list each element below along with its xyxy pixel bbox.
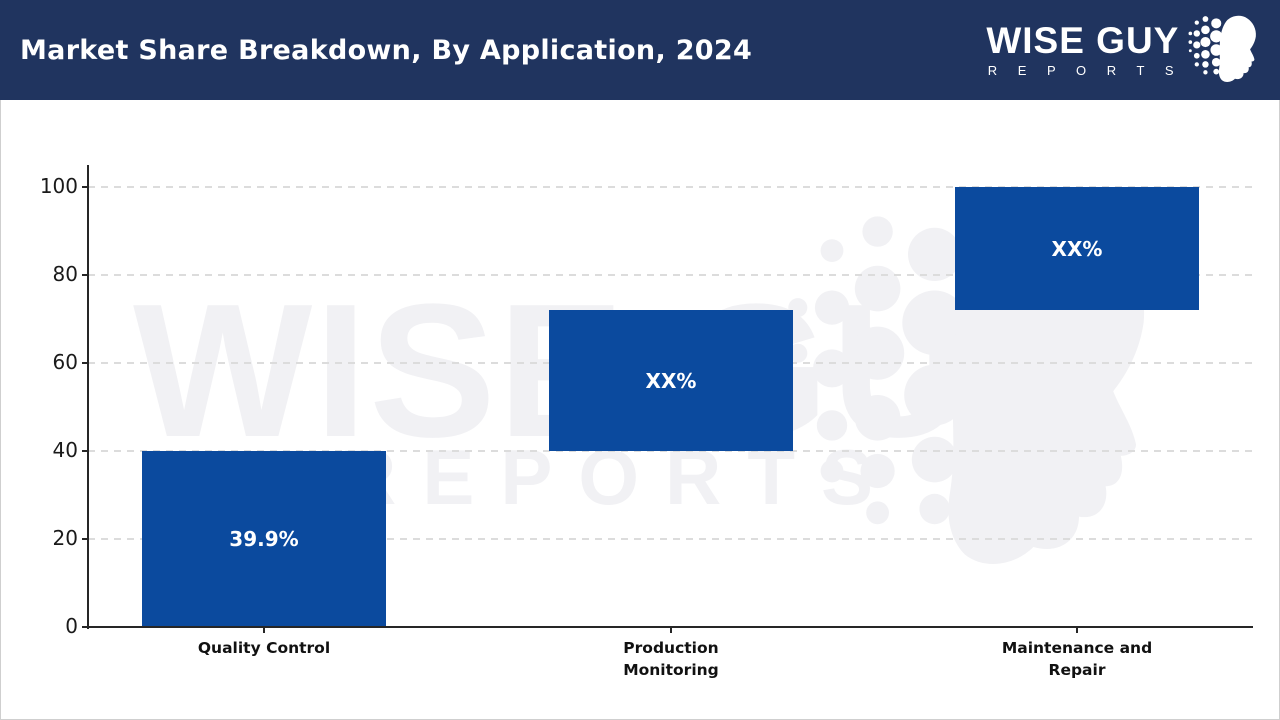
bar-value-label-0: 39.9% bbox=[229, 527, 299, 552]
bar-2 bbox=[955, 187, 1199, 311]
y-axis-label-40: 40 bbox=[52, 438, 78, 463]
gridline-100 bbox=[88, 186, 1253, 188]
y-axis-label-20: 20 bbox=[52, 526, 78, 551]
y-axis-label-0: 0 bbox=[65, 614, 78, 639]
brand-face-icon bbox=[1186, 10, 1258, 90]
brand-logo-text: WISE GUY R E P O R T S bbox=[984, 22, 1182, 78]
bar-value-label-1: XX% bbox=[645, 368, 697, 393]
bar-0 bbox=[142, 451, 386, 627]
y-axis-tick-20 bbox=[82, 538, 88, 540]
x-axis-category-label-2: Maintenance and Repair bbox=[1001, 639, 1153, 679]
y-axis-label-80: 80 bbox=[52, 262, 78, 287]
y-axis-label-100: 100 bbox=[39, 174, 78, 199]
x-axis-tick-2 bbox=[1076, 627, 1078, 633]
y-axis-tick-40 bbox=[82, 450, 88, 452]
y-axis-tick-80 bbox=[82, 274, 88, 276]
page-title: Market Share Breakdown, By Application, … bbox=[20, 34, 753, 66]
brand-name: WISE GUY bbox=[986, 20, 1180, 61]
y-axis-tick-0 bbox=[82, 626, 88, 628]
x-axis-category-label-0: Quality Control bbox=[197, 639, 331, 657]
y-axis-tick-100 bbox=[82, 186, 88, 188]
header: Market Share Breakdown, By Application, … bbox=[0, 0, 1280, 100]
x-axis-category-label-1: Production Monitoring bbox=[623, 639, 719, 679]
bar-1 bbox=[549, 310, 793, 452]
brand-subtitle: R E P O R T S bbox=[987, 63, 1182, 78]
x-axis-tick-1 bbox=[670, 627, 672, 633]
gridline-80 bbox=[88, 274, 1253, 276]
bar-value-label-2: XX% bbox=[1051, 236, 1103, 261]
gridline-20 bbox=[88, 538, 1253, 540]
y-axis-tick-60 bbox=[82, 362, 88, 364]
x-axis-tick-0 bbox=[263, 627, 265, 633]
y-axis-spine bbox=[87, 165, 89, 629]
y-axis-label-60: 60 bbox=[52, 350, 78, 375]
x-axis-spine bbox=[87, 626, 1253, 628]
brand-logo: WISE GUY R E P O R T S bbox=[984, 10, 1258, 90]
